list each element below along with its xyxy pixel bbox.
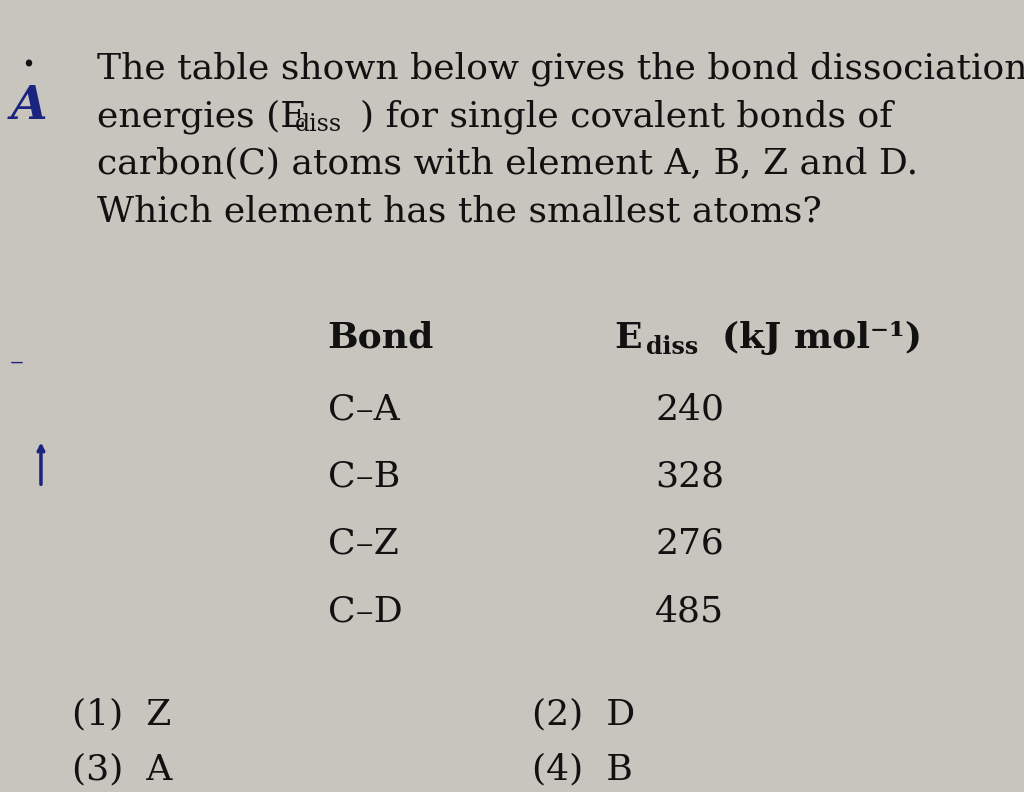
Text: A: A bbox=[10, 83, 47, 129]
Text: Which element has the smallest atoms?: Which element has the smallest atoms? bbox=[97, 194, 822, 228]
Text: (1)  Z: (1) Z bbox=[72, 697, 171, 731]
Text: Bond: Bond bbox=[328, 321, 434, 355]
Text: 276: 276 bbox=[655, 527, 724, 561]
Text: 328: 328 bbox=[655, 459, 725, 493]
Text: –: – bbox=[10, 348, 25, 375]
Text: (kJ mol⁻¹): (kJ mol⁻¹) bbox=[722, 321, 922, 355]
Text: C–D: C–D bbox=[328, 594, 402, 628]
Text: 485: 485 bbox=[655, 594, 725, 628]
Text: ) for single covalent bonds of: ) for single covalent bonds of bbox=[360, 99, 893, 134]
Text: The table shown below gives the bond dissociation: The table shown below gives the bond dis… bbox=[97, 51, 1024, 86]
Text: C–A: C–A bbox=[328, 392, 399, 426]
Text: (4)  B: (4) B bbox=[532, 752, 634, 786]
Text: diss: diss bbox=[646, 335, 698, 359]
Text: (2)  D: (2) D bbox=[532, 697, 636, 731]
Text: energies (E: energies (E bbox=[97, 99, 307, 134]
Text: C–Z: C–Z bbox=[328, 527, 398, 561]
Text: carbon(C) atoms with element A, B, Z and D.: carbon(C) atoms with element A, B, Z and… bbox=[97, 147, 919, 181]
Text: E: E bbox=[614, 321, 642, 355]
Text: .: . bbox=[20, 28, 37, 77]
Text: 240: 240 bbox=[655, 392, 724, 426]
Text: (3)  A: (3) A bbox=[72, 752, 172, 786]
Text: C–B: C–B bbox=[328, 459, 400, 493]
Text: diss: diss bbox=[295, 113, 342, 136]
